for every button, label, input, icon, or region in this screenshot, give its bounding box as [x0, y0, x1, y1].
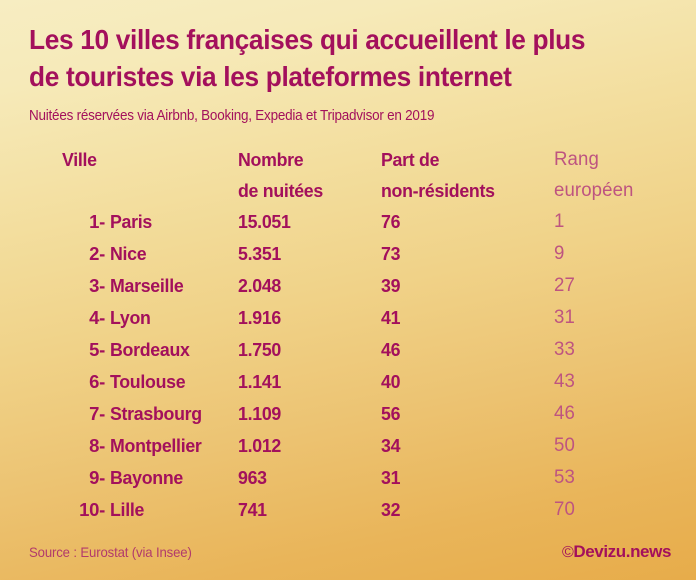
- row-share: 76: [381, 211, 401, 232]
- table-row: 6- Toulouse 1.141 40 43: [0, 366, 696, 398]
- row-share: 73: [381, 243, 401, 264]
- table-row: 8- Montpellier 1.012 34 50: [0, 430, 696, 462]
- row-city: Nice: [110, 243, 147, 264]
- row-euro-rank: 50: [554, 435, 575, 456]
- column-header-euro-line1: Rang: [554, 149, 599, 170]
- table-row: 4- Lyon 1.916 41 31: [0, 302, 696, 334]
- copyright-icon: ©: [561, 544, 574, 561]
- row-city: Bordeaux: [110, 339, 190, 360]
- column-header-share-line2: non-résidents: [381, 180, 495, 201]
- row-share: 31: [381, 467, 401, 488]
- row-rank: 3-: [89, 275, 105, 296]
- row-share: 40: [381, 371, 401, 392]
- row-city: Toulouse: [110, 371, 186, 392]
- table-row: 3- Marseille 2.048 39 27: [0, 270, 696, 302]
- row-rank: 1-: [89, 211, 105, 232]
- row-city: Lille: [110, 499, 145, 520]
- row-nights: 1.141: [238, 371, 282, 392]
- row-nights: 963: [238, 467, 267, 488]
- row-rank: 2-: [89, 243, 105, 264]
- header: Les 10 villes françaises qui accueillent…: [29, 22, 669, 126]
- row-euro-rank: 70: [554, 499, 575, 520]
- row-city: Marseille: [110, 275, 184, 296]
- row-nights: 2.048: [238, 275, 282, 296]
- row-rank: 10-: [79, 499, 105, 520]
- table-row: 10- Lille 741 32 70: [0, 494, 696, 526]
- page-subtitle: Nuitées réservées via Airbnb, Booking, E…: [29, 108, 435, 125]
- column-header-euro-line2: européen: [554, 180, 634, 201]
- row-share: 41: [381, 307, 401, 328]
- row-euro-rank: 31: [554, 307, 575, 328]
- row-city: Montpellier: [110, 435, 202, 456]
- row-euro-rank: 43: [554, 371, 575, 392]
- table-row: 9- Bayonne 963 31 53: [0, 462, 696, 494]
- source-note: Source : Eurostat (via Insee): [29, 544, 192, 560]
- row-euro-rank: 53: [554, 467, 575, 488]
- column-header-nights-line1: Nombre: [238, 149, 304, 170]
- row-euro-rank: 1: [554, 211, 565, 232]
- row-nights: 15.051: [238, 211, 291, 232]
- row-share: 39: [381, 275, 401, 296]
- row-share: 46: [381, 339, 401, 360]
- row-nights: 1.109: [238, 403, 282, 424]
- page-title: Les 10 villes françaises qui accueillent…: [29, 24, 586, 92]
- row-rank: 7-: [89, 403, 105, 424]
- row-city: Paris: [110, 211, 153, 232]
- column-header-share-line1: Part de: [381, 149, 440, 170]
- table-row: 2- Nice 5.351 73 9: [0, 238, 696, 270]
- data-table: Ville Nombre Part de Rang de nuitées non…: [0, 144, 696, 526]
- column-header-city: Ville: [62, 149, 97, 170]
- table-header-row-2: de nuitées non-résidents européen: [0, 175, 696, 206]
- brand-name: Devizu.news: [573, 542, 671, 561]
- row-nights: 741: [238, 499, 267, 520]
- row-rank: 4-: [89, 307, 105, 328]
- row-city: Bayonne: [110, 467, 183, 488]
- row-share: 32: [381, 499, 401, 520]
- row-share: 34: [381, 435, 401, 456]
- column-header-nights-line2: de nuitées: [238, 180, 323, 201]
- row-euro-rank: 46: [554, 403, 575, 424]
- row-city: Strasbourg: [110, 403, 202, 424]
- row-rank: 9-: [89, 467, 105, 488]
- table-row: 7- Strasbourg 1.109 56 46: [0, 398, 696, 430]
- row-euro-rank: 9: [554, 243, 565, 264]
- row-nights: 1.916: [238, 307, 282, 328]
- table-row: 1- Paris 15.051 76 1: [0, 206, 696, 238]
- row-rank: 6-: [89, 371, 105, 392]
- row-nights: 1.012: [238, 435, 282, 456]
- row-rank: 8-: [89, 435, 105, 456]
- row-euro-rank: 33: [554, 339, 575, 360]
- table-header-row-1: Ville Nombre Part de Rang: [0, 144, 696, 175]
- footer: Source : Eurostat (via Insee) ©Devizu.ne…: [0, 541, 696, 571]
- row-nights: 5.351: [238, 243, 282, 264]
- row-rank: 5-: [89, 339, 105, 360]
- row-share: 56: [381, 403, 401, 424]
- row-nights: 1.750: [238, 339, 282, 360]
- brand-credit: ©Devizu.news: [562, 541, 671, 564]
- row-city: Lyon: [110, 307, 151, 328]
- row-euro-rank: 27: [554, 275, 575, 296]
- table-row: 5- Bordeaux 1.750 46 33: [0, 334, 696, 366]
